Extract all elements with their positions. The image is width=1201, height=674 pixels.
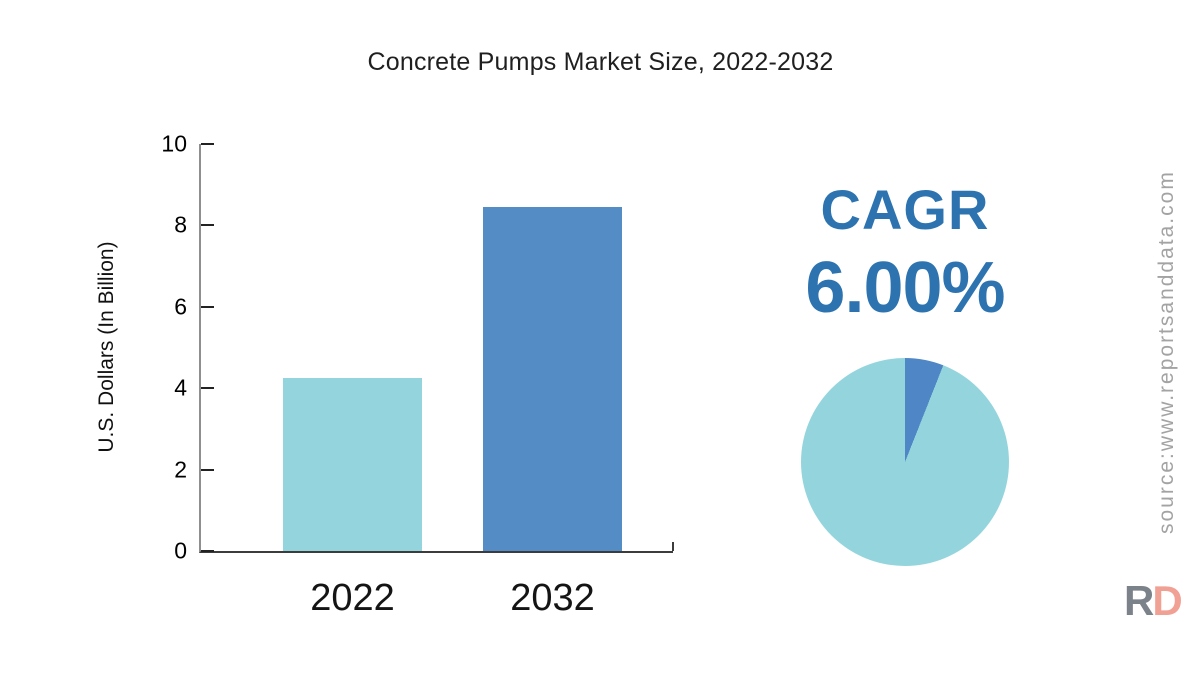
logo-letter-d: D [1152,577,1182,624]
y-axis-label: U.S. Dollars (In Billion) [95,241,118,453]
x-axis-label-2022: 2022 [310,577,395,619]
bar-2022 [283,378,422,551]
y-axis-tick [201,387,214,390]
y-axis-tick [201,550,214,552]
y-axis-tick [201,143,214,145]
chart-title: Concrete Pumps Market Size, 2022-2032 [367,48,834,76]
y-axis-tick-label: 2 [174,456,187,483]
brand-logo: RD [1124,577,1183,624]
cagr-block: CAGR 6.00% [801,178,1009,328]
y-axis-tick [201,305,214,308]
y-axis-tick-label: 8 [174,211,187,238]
x-axis-label-2032: 2032 [510,577,595,619]
y-axis-tick [201,468,214,471]
y-axis-tick-label: 6 [174,293,187,320]
y-axis-tick [201,224,214,227]
y-axis-tick-label: 0 [174,537,187,564]
cagr-label: CAGR [820,178,990,241]
logo-letter-r: R [1124,577,1154,624]
bar-2032 [483,207,622,551]
y-axis-tick-label: 4 [174,374,187,401]
cagr-value: 6.00% [805,248,1005,328]
pie-chart [801,358,1009,566]
bar-plot-area: 0 2 4 6 8 10 2022 2032 [161,131,674,619]
y-axis-tick-label: 10 [161,130,187,157]
source-attribution: source:www.reportsanddata.com [1155,170,1178,534]
